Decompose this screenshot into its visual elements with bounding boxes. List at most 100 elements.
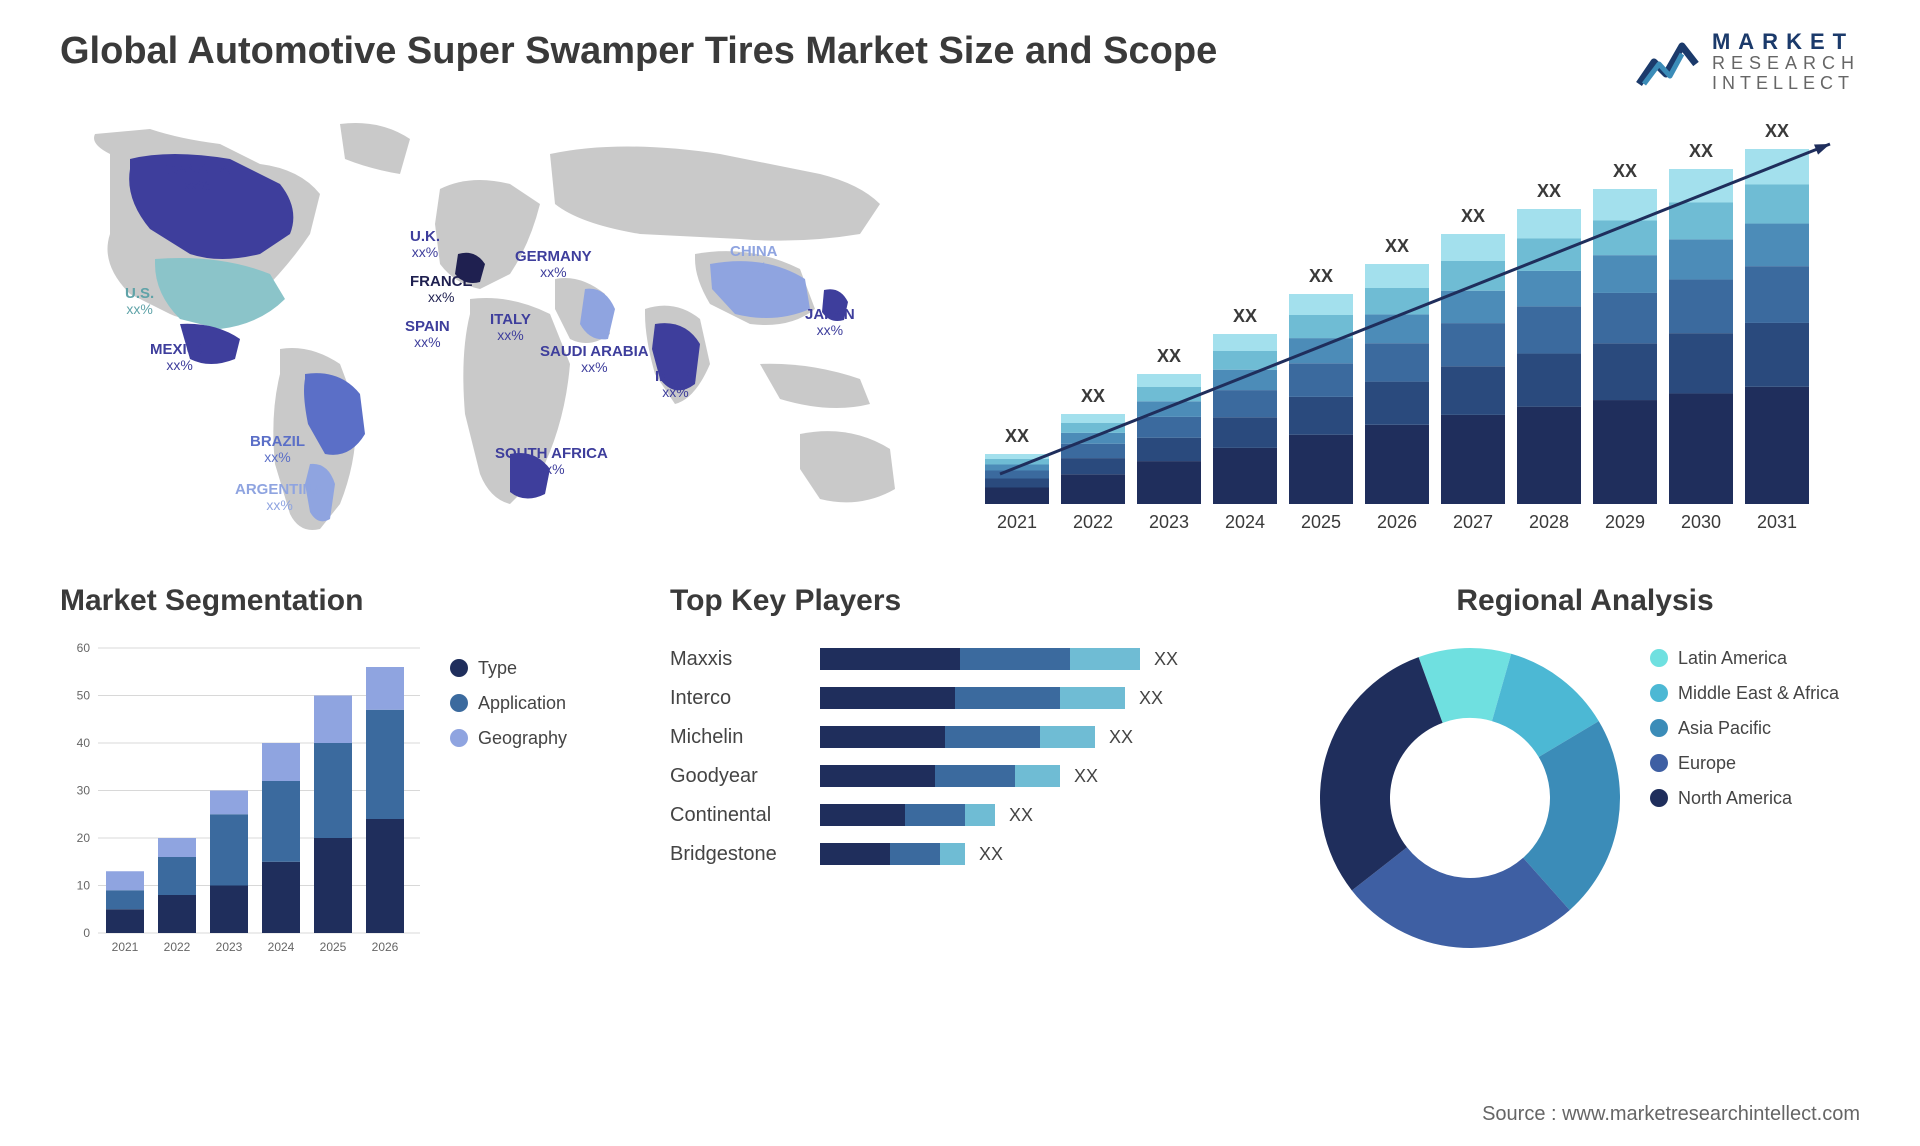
donut-chart-svg bbox=[1310, 638, 1630, 958]
map-label-italy: ITALYxx% bbox=[490, 312, 531, 344]
players-title: Top Key Players bbox=[670, 584, 1260, 618]
map-label-u-s-: U.S.xx% bbox=[125, 286, 154, 318]
seg-legend-geography: Geography bbox=[450, 728, 567, 749]
legend-dot-icon bbox=[1650, 754, 1668, 772]
svg-text:2021: 2021 bbox=[112, 940, 139, 954]
player-value: XX bbox=[1154, 649, 1178, 670]
map-label-japan: JAPANxx% bbox=[805, 307, 855, 339]
player-bar-seg bbox=[1060, 687, 1125, 709]
player-bar-seg bbox=[1015, 765, 1060, 787]
svg-text:XX: XX bbox=[1081, 386, 1105, 406]
segmentation-chart-svg: 0102030405060 202120222023202420252026 bbox=[60, 638, 430, 968]
logo-text-market: MARKET bbox=[1712, 30, 1860, 54]
player-name: Goodyear bbox=[670, 765, 820, 788]
player-bar-seg bbox=[935, 765, 1015, 787]
player-row-continental: ContinentalXX bbox=[670, 804, 1260, 827]
seg-legend-application: Application bbox=[450, 693, 567, 714]
segmentation-title: Market Segmentation bbox=[60, 584, 620, 618]
seg-legend-type: Type bbox=[450, 658, 567, 679]
svg-text:2030: 2030 bbox=[1681, 512, 1721, 532]
legend-dot-icon bbox=[1650, 649, 1668, 667]
player-name: Interco bbox=[670, 687, 820, 710]
player-name: Bridgestone bbox=[670, 843, 820, 866]
brand-logo: MARKET RESEARCH INTELLECT bbox=[1634, 30, 1860, 94]
player-value: XX bbox=[1074, 766, 1098, 787]
segmentation-section: Market Segmentation 0102030405060 202120… bbox=[60, 584, 620, 968]
svg-text:2025: 2025 bbox=[320, 940, 347, 954]
legend-label: Asia Pacific bbox=[1678, 718, 1771, 739]
legend-label: Type bbox=[478, 658, 517, 679]
region-legend-asia-pacific: Asia Pacific bbox=[1650, 718, 1839, 739]
svg-text:2021: 2021 bbox=[997, 512, 1037, 532]
source-attribution: Source : www.marketresearchintellect.com bbox=[1482, 1103, 1860, 1126]
player-bar-seg bbox=[960, 648, 1070, 670]
svg-text:2029: 2029 bbox=[1605, 512, 1645, 532]
svg-text:2022: 2022 bbox=[1073, 512, 1113, 532]
player-bar-seg bbox=[955, 687, 1060, 709]
svg-text:XX: XX bbox=[1537, 181, 1561, 201]
player-bar-seg bbox=[965, 804, 995, 826]
player-row-interco: Interco XX bbox=[670, 687, 1260, 710]
svg-text:2024: 2024 bbox=[268, 940, 295, 954]
player-bar bbox=[820, 765, 1060, 787]
svg-text:2031: 2031 bbox=[1757, 512, 1797, 532]
player-bar-seg bbox=[820, 765, 935, 787]
map-label-germany: GERMANYxx% bbox=[515, 249, 592, 281]
legend-label: Geography bbox=[478, 728, 567, 749]
svg-text:50: 50 bbox=[77, 688, 91, 702]
svg-text:40: 40 bbox=[77, 736, 91, 750]
legend-label: North America bbox=[1678, 788, 1792, 809]
player-row-goodyear: Goodyear XX bbox=[670, 765, 1260, 788]
player-value: XX bbox=[1109, 727, 1133, 748]
legend-dot-icon bbox=[1650, 684, 1668, 702]
player-value: XX bbox=[1139, 688, 1163, 709]
svg-text:2024: 2024 bbox=[1225, 512, 1265, 532]
map-label-saudi-arabia: SAUDI ARABIAxx% bbox=[540, 344, 649, 376]
svg-text:2025: 2025 bbox=[1301, 512, 1341, 532]
legend-label: Europe bbox=[1678, 753, 1736, 774]
player-bar-seg bbox=[890, 843, 940, 865]
player-row-maxxis: Maxxis XX bbox=[670, 648, 1260, 671]
svg-text:XX: XX bbox=[1309, 266, 1333, 286]
player-bar-seg bbox=[820, 648, 960, 670]
svg-text:10: 10 bbox=[77, 878, 91, 892]
player-name: Maxxis bbox=[670, 648, 820, 671]
world-map-panel: CANADAxx%U.S.xx%MEXICOxx%BRAZILxx%ARGENT… bbox=[60, 114, 920, 544]
svg-text:30: 30 bbox=[77, 783, 91, 797]
legend-label: Middle East & Africa bbox=[1678, 683, 1839, 704]
map-label-india: INDIAxx% bbox=[655, 369, 696, 401]
legend-dot-icon bbox=[1650, 789, 1668, 807]
svg-text:XX: XX bbox=[1233, 306, 1257, 326]
player-bar-seg bbox=[945, 726, 1040, 748]
growth-chart-panel: XX2021XX2022XX2023XX2024XX2025XX2026XX20… bbox=[960, 114, 1860, 544]
player-bar-seg bbox=[820, 687, 955, 709]
player-name: Michelin bbox=[670, 726, 820, 749]
map-label-argentina: ARGENTINAxx% bbox=[235, 482, 324, 514]
svg-text:XX: XX bbox=[1461, 206, 1485, 226]
svg-text:2023: 2023 bbox=[1149, 512, 1189, 532]
svg-text:0: 0 bbox=[83, 926, 90, 940]
svg-text:XX: XX bbox=[1385, 236, 1409, 256]
logo-icon bbox=[1634, 34, 1704, 89]
svg-text:20: 20 bbox=[77, 831, 91, 845]
regional-legend: Latin America Middle East & Africa Asia Pa… bbox=[1630, 638, 1839, 823]
svg-text:XX: XX bbox=[1613, 161, 1637, 181]
svg-text:2022: 2022 bbox=[164, 940, 191, 954]
map-label-canada: CANADAxx% bbox=[165, 162, 230, 194]
svg-text:XX: XX bbox=[1157, 346, 1181, 366]
players-section: Top Key Players Maxxis XX Interco XX Micheli… bbox=[670, 584, 1260, 968]
map-label-brazil: BRAZILxx% bbox=[250, 434, 305, 466]
growth-chart-svg: XX2021XX2022XX2023XX2024XX2025XX2026XX20… bbox=[960, 114, 1860, 544]
map-label-spain: SPAINxx% bbox=[405, 319, 450, 351]
region-legend-latin-america: Latin America bbox=[1650, 648, 1839, 669]
player-bar bbox=[820, 804, 995, 826]
legend-label: Latin America bbox=[1678, 648, 1787, 669]
svg-text:2023: 2023 bbox=[216, 940, 243, 954]
legend-dot-icon bbox=[450, 729, 468, 747]
region-legend-europe: Europe bbox=[1650, 753, 1839, 774]
legend-dot-icon bbox=[450, 694, 468, 712]
player-bar bbox=[820, 648, 1140, 670]
legend-label: Application bbox=[478, 693, 566, 714]
player-value: XX bbox=[1009, 805, 1033, 826]
region-legend-north-america: North America bbox=[1650, 788, 1839, 809]
